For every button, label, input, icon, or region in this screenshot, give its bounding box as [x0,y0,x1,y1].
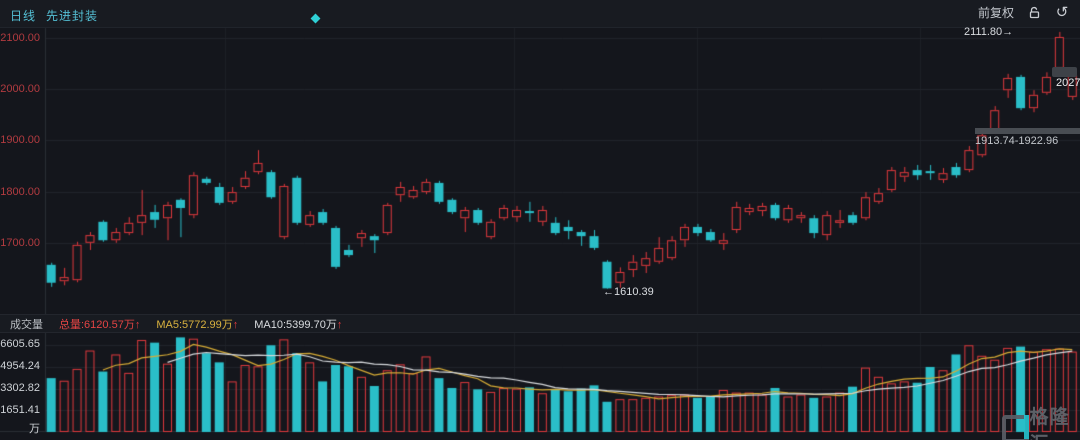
volume-axis-label: 4954.24 [0,360,40,372]
volume-axis-label: 6605.65 [0,338,40,350]
reset-icon[interactable]: ↺ [1055,4,1069,21]
volume-axis-label: 3302.82 [0,382,40,394]
gap-range-annotation: 1913.74-1922.96 [975,135,1059,147]
adjust-mode-label[interactable]: 前复权 [977,6,1014,20]
watermark: 格隆汇 [1002,402,1080,440]
symbol-label: 先进封装 [46,9,99,23]
price-axis-label: 2100.00 [0,32,40,44]
gelonghui-logo-icon [1002,415,1029,440]
last-price-annotation: 2027 [1056,77,1080,89]
chart-header: 日线 先进封装 前复权 ↺ [0,0,1080,28]
high-price-annotation: 2111.80→ [964,26,1014,38]
price-axis-label: 1900.00 [0,134,40,146]
price-axis-label: 2000.00 [0,83,40,95]
chart-title: 日线 先进封装 [10,7,108,24]
up-arrow-icon: ↑ [336,318,343,331]
header-controls: 前复权 ↺ [978,4,1070,21]
unlock-icon[interactable] [1026,5,1042,21]
last-price-badge [1052,67,1077,77]
gap-zone-bar [975,128,1080,134]
volume-axis-unit: 万 [29,423,40,435]
volume-axis-label: 1651.41 [0,404,40,416]
low-price-annotation: ←1610.39 [603,286,654,298]
volume-total: 总量:6120.57万↑ [59,318,141,331]
up-arrow-icon: ↑ [134,318,141,331]
volume-title[interactable]: 成交量 [10,318,43,331]
up-arrow-icon: ↑ [232,318,239,331]
volume-ma10: MA10:5399.70万↑ [254,318,343,331]
watermark-text: 格隆汇 [1029,407,1070,440]
volume-header: 成交量 总量:6120.57万↑ MA5:5772.99万↑ MA10:5399… [0,314,1080,333]
price-axis-label: 1700.00 [0,237,40,249]
volume-ma5: MA5:5772.99万↑ [156,318,239,331]
price-axis-label: 1800.00 [0,186,40,198]
period-label[interactable]: 日线 [10,9,37,23]
